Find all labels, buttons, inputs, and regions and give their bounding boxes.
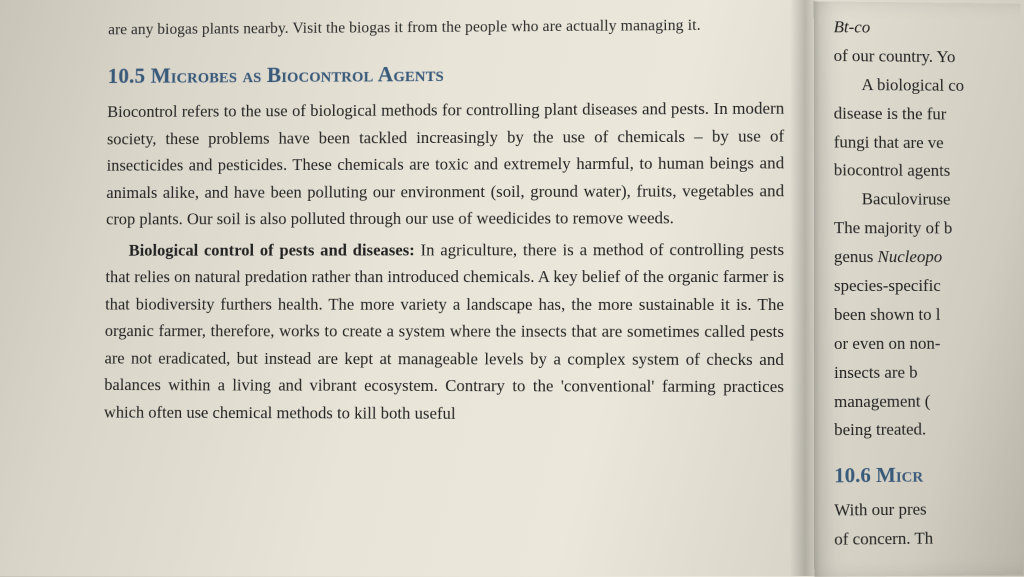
left-page: are any biogas plants nearby. Visit the …: [16, 1, 814, 577]
right-fragment-block-2: With our pres of concern. Th: [834, 495, 1013, 555]
rf-l13: being treated.: [834, 416, 1012, 446]
rf-l5: Baculoviruse: [834, 186, 1012, 215]
rf-l15: of concern. Th: [834, 524, 1013, 555]
section-number: 10.5: [108, 63, 146, 88]
rf-l3: fungi that are ve: [834, 128, 1012, 158]
top-fragment-line1: are any biogas plants nearby. Visit the …: [108, 17, 701, 38]
rf-l12: management (: [834, 387, 1012, 417]
section-heading: 10.5 Microbes as Biocontrol Agents: [108, 59, 785, 89]
rf-l2: disease is the fur: [834, 99, 1012, 129]
rf-l1: A biological co: [834, 71, 1012, 101]
rf-l0: of our country. Yo: [834, 42, 1012, 72]
rf-l11: insects are b: [834, 358, 1012, 387]
rf-l9: been shown to l: [834, 301, 1012, 330]
right-fragment-block: Bt-co of our country. Yo A biological co…: [834, 13, 1013, 445]
paragraph-1: Biocontrol refers to the use of biologic…: [106, 95, 784, 233]
rf-l6: The majority of b: [834, 214, 1012, 243]
rf-l8: species-specific: [834, 272, 1012, 301]
rf-l14: With our pres: [834, 495, 1013, 526]
top-fragment: are any biogas plants nearby. Visit the …: [108, 13, 784, 42]
rf-l7b: Nucleopo: [878, 247, 943, 266]
para2-lead: Biological control of pests and diseases…: [129, 240, 415, 259]
rf-l0a: Bt-co: [834, 13, 1011, 44]
rf-l10: or even on non-: [834, 329, 1012, 358]
paragraph-2: Biological control of pests and diseases…: [104, 236, 784, 429]
right-section-heading: 10.6 Micr: [834, 462, 1013, 488]
rf-l4: biocontrol agents: [834, 157, 1012, 187]
rf-l7a: genus: [834, 247, 878, 266]
body-text: Biocontrol refers to the use of biologic…: [104, 95, 784, 429]
para2-body: In agriculture, there is a method of con…: [104, 240, 784, 423]
section-title: Microbes as Biocontrol Agents: [151, 61, 444, 87]
rf-l7: genus Nucleopo: [834, 243, 1012, 272]
right-page: Bt-co of our country. Yo A biological co…: [814, 1, 1023, 577]
